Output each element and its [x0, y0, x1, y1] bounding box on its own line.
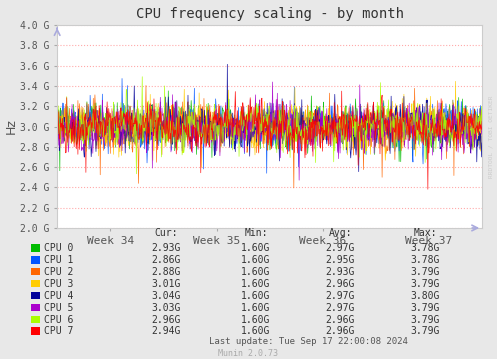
Text: 3.78G: 3.78G	[410, 255, 440, 265]
Text: 1.60G: 1.60G	[241, 243, 271, 253]
Text: CPU 1: CPU 1	[44, 255, 73, 265]
Text: Last update: Tue Sep 17 22:00:08 2024: Last update: Tue Sep 17 22:00:08 2024	[209, 337, 408, 346]
Text: 2.95G: 2.95G	[326, 255, 355, 265]
Text: 3.03G: 3.03G	[152, 303, 181, 313]
Text: 2.86G: 2.86G	[152, 255, 181, 265]
Text: 2.96G: 2.96G	[326, 326, 355, 336]
Text: CPU 3: CPU 3	[44, 279, 73, 289]
Title: CPU frequency scaling - by month: CPU frequency scaling - by month	[136, 7, 404, 21]
Text: 2.88G: 2.88G	[152, 267, 181, 277]
Text: 3.79G: 3.79G	[410, 314, 440, 325]
Text: CPU 2: CPU 2	[44, 267, 73, 277]
Text: 2.97G: 2.97G	[326, 303, 355, 313]
Text: CPU 4: CPU 4	[44, 291, 73, 301]
Text: 2.96G: 2.96G	[152, 314, 181, 325]
Text: 3.01G: 3.01G	[152, 279, 181, 289]
Text: 1.60G: 1.60G	[241, 291, 271, 301]
Text: 3.79G: 3.79G	[410, 279, 440, 289]
Text: 2.97G: 2.97G	[326, 291, 355, 301]
Text: Cur:: Cur:	[155, 228, 178, 238]
Text: 3.80G: 3.80G	[410, 291, 440, 301]
Text: 3.04G: 3.04G	[152, 291, 181, 301]
Text: 1.60G: 1.60G	[241, 279, 271, 289]
Text: 2.96G: 2.96G	[326, 314, 355, 325]
Text: 1.60G: 1.60G	[241, 255, 271, 265]
Text: 3.78G: 3.78G	[410, 243, 440, 253]
Text: 3.79G: 3.79G	[410, 267, 440, 277]
Text: Munin 2.0.73: Munin 2.0.73	[219, 349, 278, 358]
Text: 3.79G: 3.79G	[410, 326, 440, 336]
Text: 1.60G: 1.60G	[241, 267, 271, 277]
Text: CPU 5: CPU 5	[44, 303, 73, 313]
Text: 3.79G: 3.79G	[410, 303, 440, 313]
Text: 1.60G: 1.60G	[241, 314, 271, 325]
Text: 2.93G: 2.93G	[152, 243, 181, 253]
Text: Max:: Max:	[413, 228, 437, 238]
Text: CPU 6: CPU 6	[44, 314, 73, 325]
Text: Min:: Min:	[244, 228, 268, 238]
Text: 2.96G: 2.96G	[326, 279, 355, 289]
Text: CPU 0: CPU 0	[44, 243, 73, 253]
Text: 2.94G: 2.94G	[152, 326, 181, 336]
Text: 1.60G: 1.60G	[241, 303, 271, 313]
Text: RRDTOOL / TOBI OETIKER: RRDTOOL / TOBI OETIKER	[489, 95, 494, 178]
Y-axis label: Hz: Hz	[4, 118, 17, 135]
Text: 2.97G: 2.97G	[326, 243, 355, 253]
Text: CPU 7: CPU 7	[44, 326, 73, 336]
Text: Avg:: Avg:	[329, 228, 352, 238]
Text: 1.60G: 1.60G	[241, 326, 271, 336]
Text: 2.93G: 2.93G	[326, 267, 355, 277]
